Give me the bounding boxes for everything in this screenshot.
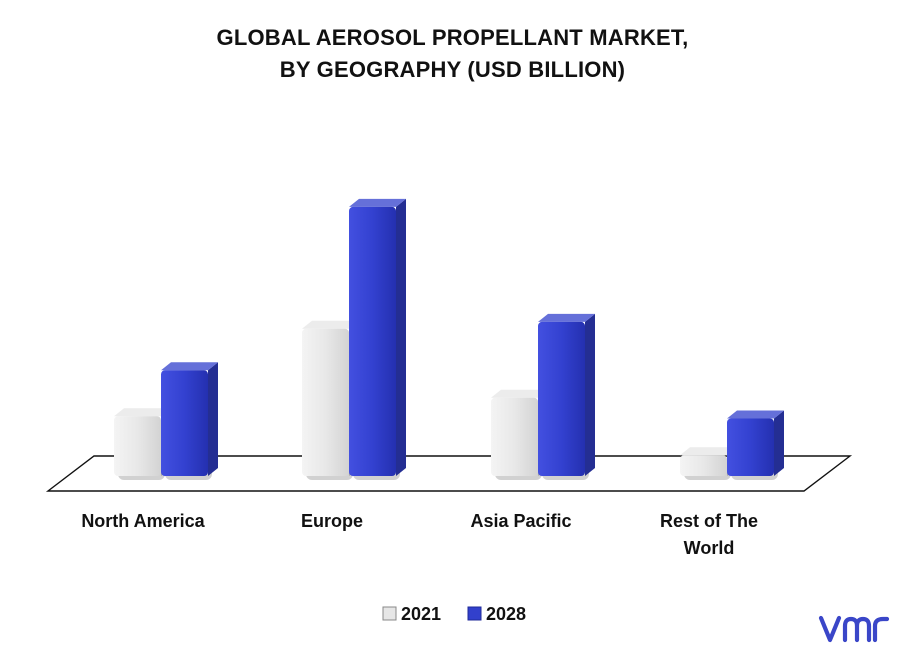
bar-rest-of-the-world-2028: [727, 410, 784, 480]
legend-swatch-2028: [467, 606, 482, 621]
bar-side: [396, 198, 406, 476]
chart-title-line-2: BY GEOGRAPHY (USD BILLION): [279, 57, 626, 82]
floor-plane: [45, 455, 853, 492]
legend-swatch-2021: [382, 606, 397, 621]
bar-side: [585, 313, 595, 476]
bar-top: [491, 389, 548, 398]
bar-top: [114, 408, 171, 417]
legend-item-2028: 2028: [467, 604, 526, 624]
x-tick-label-north-america: North America: [81, 511, 205, 531]
bar-front: [727, 418, 774, 476]
legend: 2021 2028: [382, 604, 526, 624]
legend-item-2021: 2021: [382, 604, 441, 624]
bar-front: [302, 328, 349, 476]
legend-label-2021: 2021: [401, 604, 441, 624]
x-axis-tick-labels: North America Europe Asia Pacific Rest of T…: [81, 511, 758, 558]
vmr-logo-icon: [818, 615, 890, 643]
bar-front: [349, 206, 396, 476]
x-tick-label-asia-pacific: Asia Pacific: [470, 511, 571, 531]
bar-top: [680, 447, 737, 456]
bar-side: [774, 410, 784, 476]
bar-top: [161, 362, 218, 371]
bar-europe-2028: [349, 198, 406, 480]
bar-top: [727, 410, 784, 419]
chart-title: GLOBAL AEROSOL PROPELLANT MARKET, BY GEO…: [0, 22, 905, 86]
x-tick-label-rest-of-the-world: Rest of The World: [660, 511, 758, 558]
bar-front: [680, 455, 727, 476]
bar-top: [538, 313, 595, 322]
chart-title-line-1: GLOBAL AEROSOL PROPELLANT MARKET,: [216, 25, 689, 50]
legend-label-2028: 2028: [486, 604, 526, 624]
bar-front: [538, 321, 585, 476]
bar-asia-pacific-2028: [538, 313, 595, 480]
bar-front: [114, 416, 161, 476]
bar-north-america-2028: [161, 362, 218, 480]
bar-front: [161, 370, 208, 476]
bar-group: [114, 198, 784, 480]
bar-front: [491, 397, 538, 476]
bar-top: [302, 320, 359, 329]
bar-side: [208, 362, 218, 476]
x-tick-label-europe: Europe: [301, 511, 363, 531]
bar-asia-pacific-2021: [491, 389, 548, 480]
bar-top: [349, 198, 406, 207]
chart-floor: [45, 455, 853, 492]
